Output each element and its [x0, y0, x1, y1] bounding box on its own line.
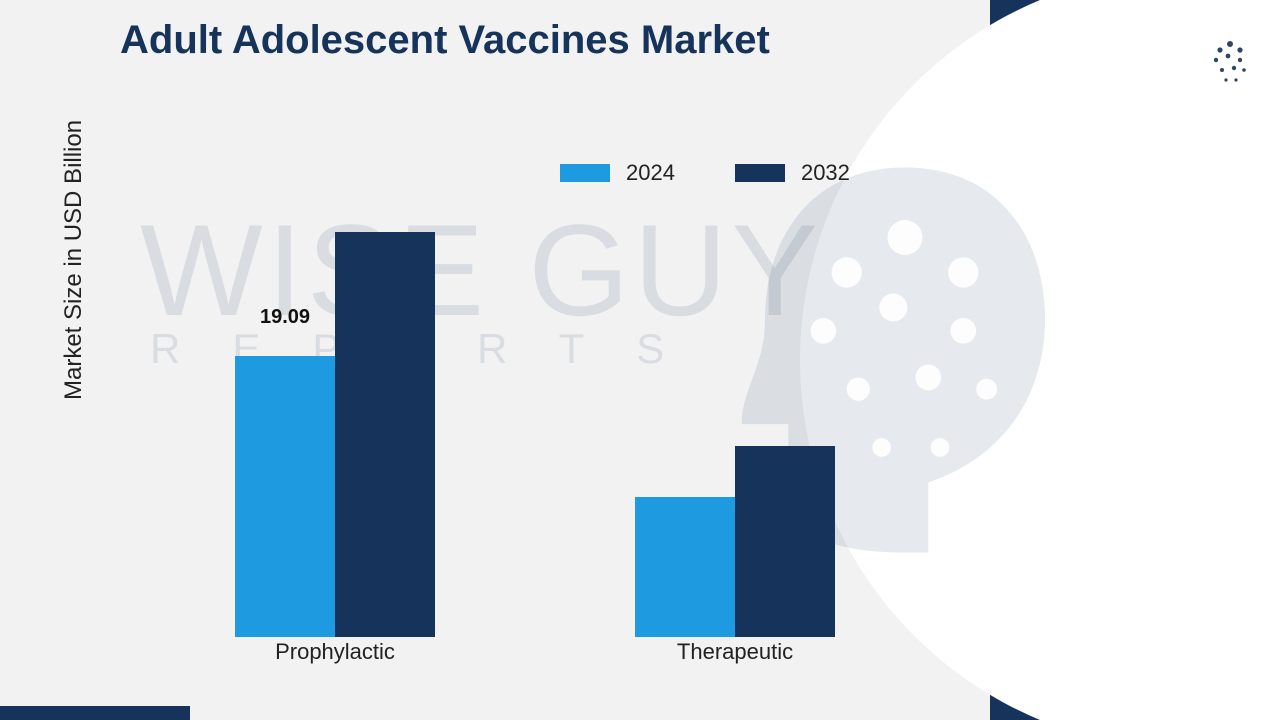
category-label-0: Prophylactic [260, 640, 410, 664]
plot-area: 19.09 [130, 225, 960, 637]
chart-title: Adult Adolescent Vaccines Market [120, 18, 770, 63]
legend-label-2024: 2024 [626, 160, 675, 186]
footer-stripe [0, 706, 190, 720]
bar-2032-prophylactic [335, 232, 435, 637]
bar-value-label: 19.09 [260, 306, 310, 329]
legend-swatch-2032 [735, 164, 785, 182]
legend-label-2032: 2032 [801, 160, 850, 186]
bar-2024-therapeutic [635, 497, 735, 637]
legend-item-2024: 2024 [560, 160, 675, 186]
legend-swatch-2024 [560, 164, 610, 182]
category-label-1: Therapeutic [660, 640, 810, 664]
y-axis-label: Market Size in USD Billion [60, 120, 88, 400]
bar-2032-therapeutic [735, 446, 835, 637]
bar-2024-prophylactic [235, 356, 335, 637]
head-icon [1200, 30, 1260, 100]
legend-item-2032: 2032 [735, 160, 850, 186]
legend: 2024 2032 [560, 160, 850, 186]
chart-canvas: WISE GUY REPORTS WISE GUY REPORTS Adult … [0, 0, 1280, 720]
